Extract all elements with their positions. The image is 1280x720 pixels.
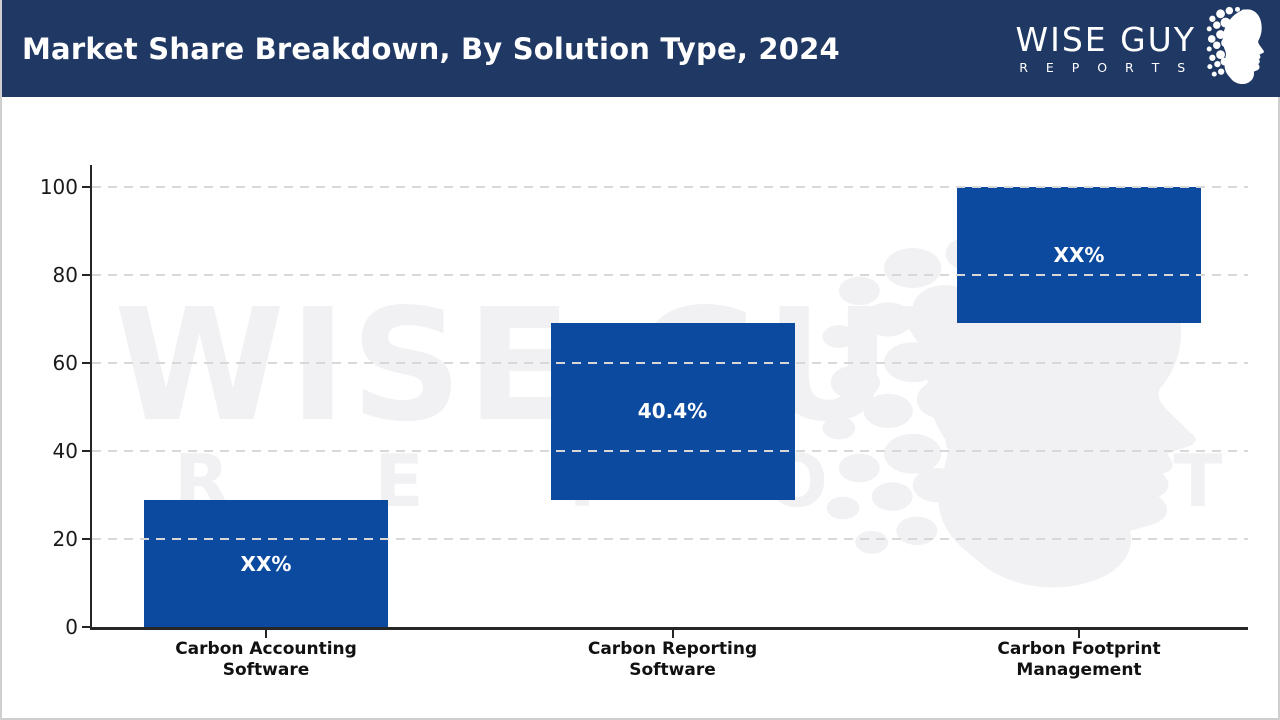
wiseguy-logo: WISE GUY R E P O R T S bbox=[1015, 0, 1268, 97]
x-axis-line bbox=[90, 627, 1248, 630]
wiseguy-face-icon bbox=[1206, 6, 1264, 84]
bar-segment-2: XX% bbox=[957, 187, 1201, 323]
gridline-20 bbox=[92, 538, 1248, 540]
bar-value-label: XX% bbox=[240, 551, 292, 576]
y-tick-label-20: 20 bbox=[52, 527, 78, 551]
x-tick-mark-0 bbox=[265, 630, 267, 638]
bar-value-label: XX% bbox=[1053, 242, 1105, 267]
y-tick-mark-20 bbox=[82, 538, 90, 540]
wiseguy-logo-subtitle: R E P O R T S bbox=[1019, 59, 1193, 75]
y-tick-label-60: 60 bbox=[52, 351, 78, 375]
gridline-100 bbox=[92, 186, 1248, 188]
bar-segment-0: XX% bbox=[144, 500, 388, 627]
y-tick-label-0: 0 bbox=[65, 615, 78, 639]
gridline-60 bbox=[92, 362, 1248, 364]
y-tick-mark-80 bbox=[82, 274, 90, 276]
x-category-label-2: Carbon Footprint Management bbox=[997, 639, 1161, 680]
x-category-label-0: Carbon Accounting Software bbox=[175, 639, 357, 680]
y-tick-label-40: 40 bbox=[52, 439, 78, 463]
header-bar: Market Share Breakdown, By Solution Type… bbox=[2, 0, 1280, 97]
gridline-80 bbox=[92, 274, 1248, 276]
y-tick-mark-0 bbox=[82, 626, 90, 628]
y-axis-line bbox=[90, 165, 92, 629]
y-tick-label-80: 80 bbox=[52, 263, 78, 287]
x-tick-mark-2 bbox=[1078, 630, 1080, 638]
y-tick-mark-60 bbox=[82, 362, 90, 364]
wiseguy-logo-text: WISE GUY R E P O R T S bbox=[1015, 23, 1196, 75]
x-tick-mark-1 bbox=[671, 630, 674, 638]
y-tick-mark-100 bbox=[82, 186, 90, 188]
y-tick-label-100: 100 bbox=[39, 175, 78, 199]
y-tick-mark-40 bbox=[82, 450, 90, 452]
bar-segment-1: 40.4% bbox=[550, 322, 795, 501]
chart-title: Market Share Breakdown, By Solution Type… bbox=[22, 31, 840, 66]
gridline-40 bbox=[92, 450, 1248, 452]
bar-value-label: 40.4% bbox=[637, 399, 708, 424]
x-category-label-1: Carbon Reporting Software bbox=[587, 639, 758, 680]
wiseguy-logo-name: WISE GUY bbox=[1015, 19, 1196, 59]
